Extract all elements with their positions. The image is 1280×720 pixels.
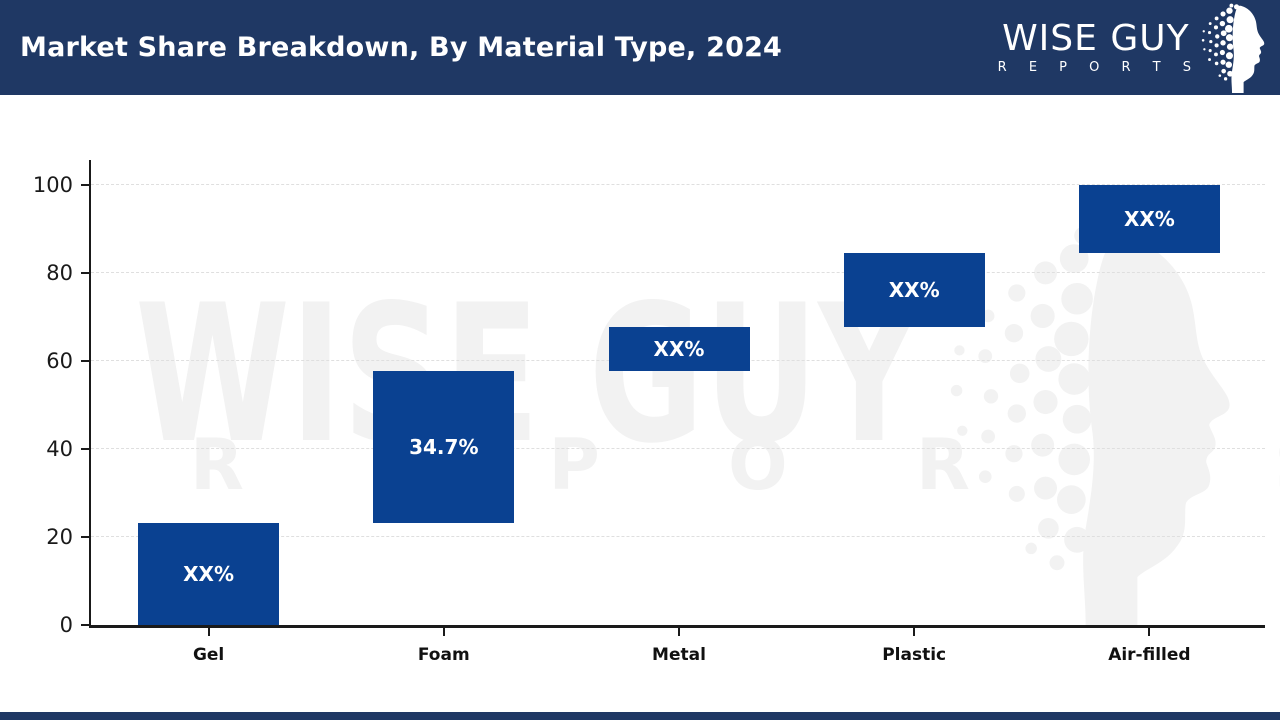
logo-wordmark: WISE GUY [1002, 17, 1190, 59]
waterfall-chart: WISE GUY R E P O R T S 0 20 40 60 80 100 XX% Ge… [0, 95, 1280, 712]
bar-gel: XX% [138, 523, 280, 625]
y-tick-label: 40 [46, 437, 73, 461]
logo-text: WISE GUY R E P O R T S [992, 17, 1200, 75]
y-tick-label: 60 [46, 349, 73, 373]
bar-plastic: XX% [843, 253, 985, 328]
logo-subtitle: R E P O R T S [997, 59, 1200, 75]
y-tick-0 [81, 624, 89, 626]
dotted-head-profile-icon [1196, 3, 1270, 93]
plot-area: 0 20 40 60 80 100 XX% Gel 34.7% Foam XX% Metal XX% Pl… [33, 160, 1265, 665]
y-tick-80 [81, 272, 89, 274]
y-tick-label: 0 [59, 613, 73, 637]
bar-value-label: XX% [1123, 207, 1175, 232]
bar-value-label: 34.7% [409, 435, 479, 460]
x-category-label: Gel [192, 645, 225, 665]
y-tick-20 [81, 536, 89, 538]
header: Market Share Breakdown, By Material Type… [0, 0, 1280, 95]
wiseguy-logo: WISE GUY R E P O R T S [992, 0, 1270, 95]
bar-value-label: XX% [888, 278, 940, 303]
y-tick-100 [81, 184, 89, 186]
x-tick-foam [442, 628, 445, 636]
chart-title: Market Share Breakdown, By Material Type… [20, 32, 783, 63]
gridline-y-80 [91, 272, 1265, 273]
y-tick-label: 80 [46, 261, 73, 285]
y-tick-60 [81, 360, 89, 362]
footer-bar [0, 712, 1280, 720]
bar-value-label: XX% [653, 336, 705, 361]
y-tick-label: 20 [46, 525, 73, 549]
bar-metal: XX% [608, 327, 750, 371]
gridline-y-40 [91, 448, 1265, 449]
x-tick-gel [207, 628, 210, 636]
x-tick-air-filled [1148, 628, 1151, 636]
y-tick-40 [81, 448, 89, 450]
gridline-y-100 [91, 184, 1265, 185]
x-category-label: Foam [417, 645, 470, 665]
x-category-label: Plastic [882, 645, 947, 665]
x-tick-metal [678, 628, 680, 636]
x-tick-plastic [913, 628, 916, 636]
bar-foam: 34.7% [373, 370, 515, 524]
y-tick-label: 100 [32, 173, 73, 197]
gridline-y-20 [91, 536, 1265, 537]
x-category-label: Air-filled [1108, 645, 1191, 665]
bar-air-filled: XX% [1078, 185, 1220, 254]
x-category-label: Metal [652, 645, 706, 665]
bar-value-label: XX% [183, 562, 235, 587]
